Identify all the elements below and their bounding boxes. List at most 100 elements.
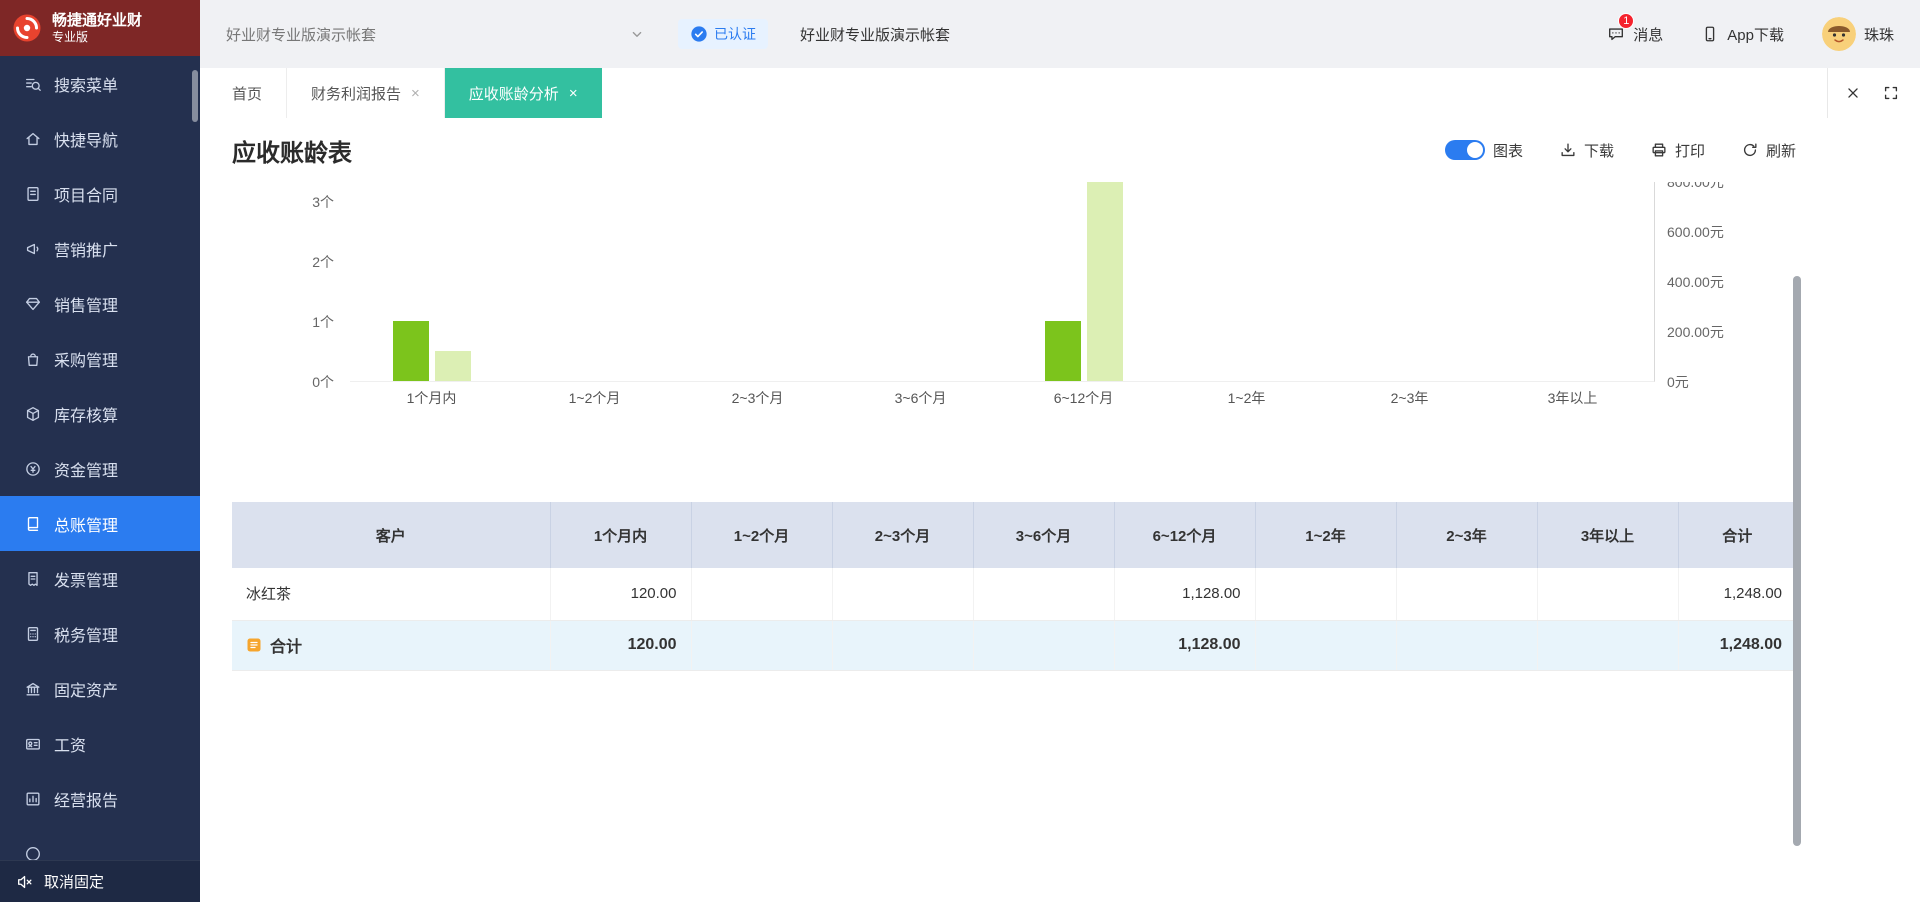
certified-badge: 已认证: [678, 19, 768, 49]
total-amount-cell: [691, 620, 833, 671]
fullscreen-button[interactable]: [1872, 68, 1910, 118]
sidebar-item-business-report[interactable]: 经营报告: [0, 771, 200, 826]
logo-subtitle: 专业版: [52, 29, 89, 44]
table-header-row: 客户 1个月内 1~2个月 2~3个月 3~6个月 6~12个月 1~2年 2~3年 3年以上合…: [232, 502, 1796, 568]
user-name: 珠珠: [1863, 26, 1894, 44]
table-row[interactable]: 冰红茶 120.00 1,128.00 1,248.00: [232, 568, 1796, 621]
sidebar-item-tax[interactable]: 税务管理: [0, 606, 200, 661]
total-row: 合计 120.00 1,128.00 1,248.00: [232, 620, 1796, 671]
home-icon: [24, 130, 42, 148]
sidebar-item-general-ledger[interactable]: 总账管理: [0, 496, 200, 551]
sidebar-item-invoice[interactable]: 发票管理: [0, 551, 200, 606]
unpin-button[interactable]: 取消固定: [0, 860, 200, 902]
coin-icon: [24, 460, 42, 478]
close-tab-icon[interactable]: ×: [411, 84, 420, 102]
chart-category-slot: 1个月内: [350, 182, 513, 406]
certified-label: 已认证: [714, 26, 756, 42]
sidebar-item-sales[interactable]: 销售管理: [0, 276, 200, 331]
chart-right-axis: 0元 200.00元 400.00元 600.00元 800.00元: [1661, 182, 1796, 390]
amount-cell: 120.00: [550, 568, 692, 621]
customer-name-cell: 冰红茶: [232, 568, 551, 621]
app-download-button[interactable]: App下载: [1701, 24, 1784, 45]
chart-category-slot: 1~2年: [1165, 182, 1328, 406]
sidebar-item-label: 快捷导航: [54, 132, 119, 150]
close-all-tabs-button[interactable]: [1834, 68, 1872, 118]
y-axis-tick-left: 1个: [312, 314, 334, 330]
sidebar-item-label: 经营报告: [54, 792, 119, 810]
download-button[interactable]: 下载: [1559, 140, 1614, 161]
column-header: 1~2个月: [691, 502, 833, 568]
main-content: 应收账龄表 图表 下载 打印: [200, 118, 1920, 902]
chart-category-slot: 1~2个月: [513, 182, 676, 406]
sidebar-item-project-contract[interactable]: 项目合同: [0, 166, 200, 221]
sum-icon: [246, 637, 262, 653]
bag-icon: [24, 350, 42, 368]
refresh-label: 刷新: [1765, 142, 1796, 160]
phone-icon: [1701, 25, 1719, 43]
sidebar-item-label: 销售管理: [54, 297, 119, 315]
refresh-icon: [1741, 141, 1759, 159]
column-header: 客户: [232, 502, 551, 568]
y-axis-tick-right: 0元: [1667, 374, 1689, 390]
chart-icon: [24, 790, 42, 808]
amount-cell: 1,128.00: [1114, 568, 1256, 621]
y-axis-tick-left: 2个: [312, 254, 334, 270]
y-axis-tick-right: 400.00元: [1667, 274, 1724, 290]
toggle-switch[interactable]: [1444, 140, 1485, 160]
message-icon: [1607, 25, 1625, 43]
messages-button[interactable]: 1 消息: [1607, 12, 1663, 45]
print-icon: [1650, 141, 1668, 159]
print-button[interactable]: 打印: [1650, 140, 1705, 161]
sidebar-item-purchase[interactable]: 采购管理: [0, 331, 200, 386]
chart-plot-area: 1个月内 1~2个月 2~3个月 3~6个月 6~12个月 1~2年 2~3年 3年以上: [350, 182, 1655, 406]
content-scrollbar[interactable]: [1793, 276, 1801, 846]
aging-bar-chart: 0个 1个 2个 3个 1个月内 1~2个月 2~3个月 3~6个月 6~12个月 1~2年 2~…: [232, 182, 1796, 412]
download-icon: [1559, 141, 1577, 159]
tab-home[interactable]: 首页: [208, 68, 288, 118]
refresh-button[interactable]: 刷新: [1741, 140, 1796, 161]
chart-bars: [1002, 182, 1165, 381]
x-axis-label: 1~2年: [1227, 390, 1266, 406]
search-icon: [24, 75, 42, 93]
idcard-icon: [24, 735, 42, 753]
sidebar-item-fixed-assets[interactable]: 固定资产: [0, 661, 200, 716]
sidebar-item-funds[interactable]: 资金管理: [0, 441, 200, 496]
x-axis-label: 3年以上: [1547, 390, 1598, 406]
total-amount-cell: [1255, 620, 1397, 671]
calculator-icon: [24, 625, 42, 643]
sidebar-item-label: 工资: [54, 737, 87, 755]
amount-bar: [434, 351, 471, 381]
sidebar-item-quick-nav[interactable]: 快捷导航: [0, 111, 200, 166]
logo-icon: [12, 13, 42, 43]
tab-profit-report[interactable]: 财务利润报告 ×: [287, 68, 445, 118]
account-selector[interactable]: 好业财专业版演示帐套: [226, 24, 646, 45]
chart-category-slot: 6~12个月: [1002, 182, 1165, 406]
total-amount-cell: 1,248.00: [1678, 620, 1796, 671]
download-label: 下载: [1583, 142, 1614, 160]
chart-category-slot: 3年以上: [1491, 182, 1654, 406]
tab-aging-analysis[interactable]: 应收账龄分析 ×: [444, 68, 602, 118]
fullscreen-icon: [1882, 84, 1900, 102]
amount-bar: [1086, 182, 1123, 381]
tab-bar: 首页 财务利润报告 × 应收账龄分析 ×: [200, 68, 1920, 118]
sidebar-item-label: 采购管理: [54, 352, 119, 370]
amount-cell: [832, 568, 974, 621]
close-tab-icon[interactable]: ×: [568, 84, 578, 102]
column-header: 3~6个月: [973, 502, 1115, 568]
total-amount-cell: 120.00: [550, 620, 692, 671]
diamond-icon: [24, 295, 42, 313]
sidebar-item-marketing[interactable]: 营销推广: [0, 221, 200, 276]
sidebar-item-search-menu[interactable]: 搜索菜单: [0, 56, 200, 111]
sidebar-item-payroll[interactable]: 工资: [0, 716, 200, 771]
chart-toggle[interactable]: 图表: [1444, 140, 1523, 161]
user-menu[interactable]: 珠珠: [1821, 17, 1894, 51]
chart-bars: [676, 182, 839, 381]
sidebar-scrollbar[interactable]: [192, 70, 198, 122]
sidebar-item-clipped-item[interactable]: [0, 826, 200, 860]
chart-bars: [1328, 182, 1491, 381]
page-title: 应收账龄表: [232, 139, 352, 167]
sidebar-item-label: 项目合同: [54, 187, 119, 205]
y-axis-tick-left: 0个: [312, 374, 334, 390]
sidebar-item-inventory[interactable]: 库存核算: [0, 386, 200, 441]
chart-bars: [1491, 182, 1654, 381]
